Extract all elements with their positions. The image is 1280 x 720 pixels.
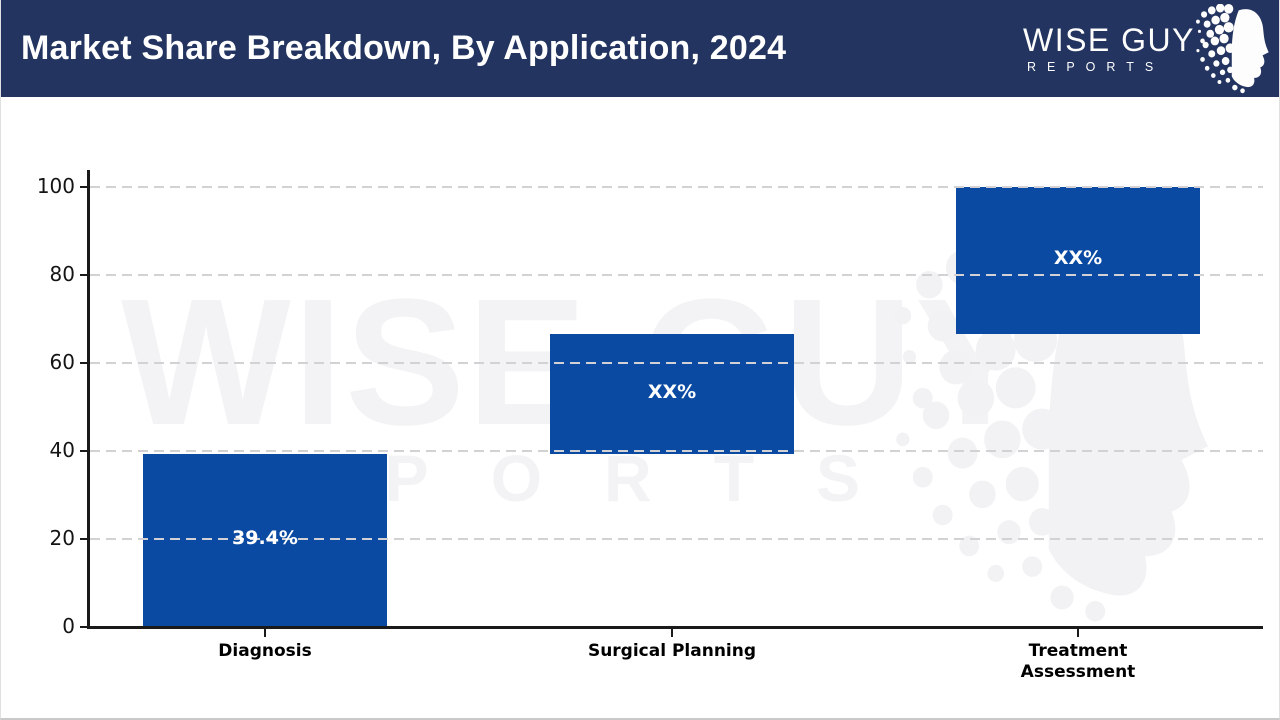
bar-value-label: 39.4% — [232, 527, 298, 550]
x-tick — [1077, 629, 1079, 637]
y-tick — [80, 274, 88, 276]
y-tick-label: 60 — [49, 350, 75, 374]
gridline — [90, 362, 1263, 364]
bar — [550, 333, 794, 454]
logo-wordmark: WISE GUY — [1022, 22, 1195, 58]
gridline — [90, 186, 1263, 188]
x-tick — [671, 629, 673, 637]
gridline — [90, 274, 1263, 276]
y-tick-label: 20 — [49, 526, 75, 550]
bar-value-label: XX% — [1053, 247, 1103, 270]
header-bar: Market Share Breakdown, By Application, … — [1, 0, 1279, 97]
logo-face-icon — [1196, 3, 1269, 93]
y-tick-label: 80 — [49, 262, 75, 286]
x-axis-line — [87, 626, 1263, 629]
wise-guy-reports-logo: WISE GUY REPORTS — [1022, 3, 1271, 94]
y-tick — [80, 626, 88, 628]
x-axis-category-label: Diagnosis — [218, 641, 312, 661]
y-tick-label: 40 — [49, 438, 75, 462]
bar — [143, 453, 387, 627]
y-tick — [80, 186, 88, 188]
y-tick-label: 100 — [36, 174, 75, 198]
gridline — [90, 450, 1263, 452]
x-axis-category-label: Treatment Assessment — [1020, 641, 1136, 682]
y-tick — [80, 450, 88, 452]
x-axis-category-label: Surgical Planning — [587, 641, 757, 661]
y-axis-line — [87, 170, 90, 629]
bar-value-label: XX% — [647, 380, 697, 403]
page-title: Market Share Breakdown, By Application, … — [21, 29, 787, 67]
y-tick — [80, 362, 88, 364]
x-tick — [264, 629, 266, 637]
gridline — [90, 538, 1263, 540]
y-tick-label: 0 — [62, 614, 75, 638]
logo-subtitle: REPORTS — [1026, 60, 1165, 74]
y-tick — [80, 538, 88, 540]
